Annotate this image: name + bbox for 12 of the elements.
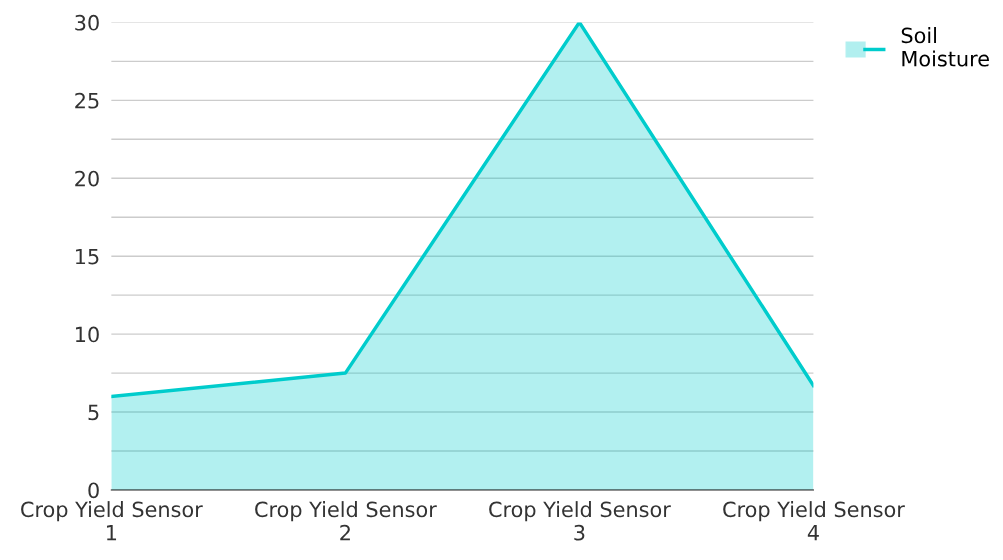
y-tick-label: 30 bbox=[75, 14, 99, 31]
x-tick-label: Crop Yield Sensor 1 bbox=[21, 501, 203, 541]
y-tick-label: 15 bbox=[76, 248, 99, 265]
y-tick-label: 0 bbox=[88, 482, 99, 499]
x-tick-label: Crop Yield Sensor 3 bbox=[489, 501, 671, 541]
y-tick-label: 20 bbox=[75, 170, 99, 187]
legend-label: Soil Moisture bbox=[901, 27, 989, 67]
y-tick-label: 10 bbox=[76, 326, 99, 343]
y-tick-label: 25 bbox=[75, 92, 99, 109]
x-tick-label: Crop Yield Sensor 4 bbox=[723, 501, 905, 541]
x-tick-label: Crop Yield Sensor 2 bbox=[255, 501, 437, 541]
y-tick-label: 5 bbox=[88, 404, 99, 421]
